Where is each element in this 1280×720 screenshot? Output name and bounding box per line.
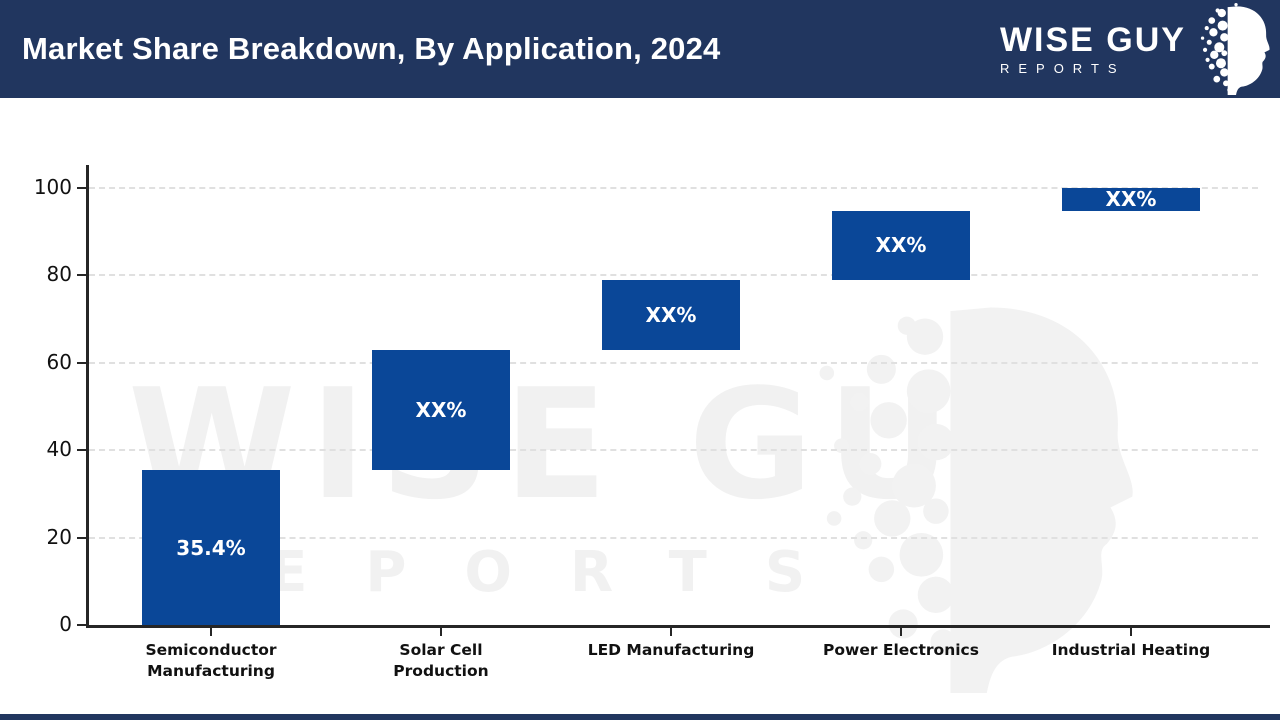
x-tick-mark [210, 627, 212, 636]
gridline-60 [89, 361, 1258, 364]
x-axis-line [86, 625, 1270, 628]
x-category-label: Semiconductor Manufacturing [96, 640, 326, 682]
y-tick-mark [77, 274, 87, 277]
brand-logo-text: WISE GUY REPORTS [1000, 23, 1186, 76]
y-tick-label: 40 [46, 437, 72, 462]
y-tick-label: 0 [59, 612, 72, 636]
x-category-label-line: Manufacturing [147, 662, 275, 680]
x-tick-mark [670, 627, 672, 636]
page-title: Market Share Breakdown, By Application, … [22, 31, 721, 66]
plot-area: WISE GUY REPORTS 0 20 40 60 80 100 35.4% XX% XX%… [0, 98, 1280, 714]
bar-value-label: XX% [415, 397, 467, 422]
x-category-label: Industrial Heating [1016, 640, 1246, 661]
bar-solar-cell-production: XX% [372, 349, 510, 471]
y-tick-mark [77, 449, 87, 452]
gridline-100 [89, 187, 1258, 189]
brand-logo: WISE GUY REPORTS [1000, 0, 1274, 98]
x-category-label-line: Power Electronics [823, 641, 979, 659]
x-category-label-line: Industrial Heating [1051, 641, 1211, 659]
bar-value-label: XX% [1105, 187, 1157, 212]
bar-industrial-heating: XX% [1062, 187, 1200, 212]
x-category-label-line: LED Manufacturing [587, 641, 755, 659]
y-tick-label: 100 [33, 175, 72, 199]
y-tick-mark [77, 536, 87, 539]
x-category-label-line: Semiconductor [145, 641, 277, 659]
logo-subtitle: REPORTS [999, 60, 1126, 76]
bar-value-label: XX% [875, 233, 927, 258]
footer-strip [0, 714, 1280, 720]
logo-head-icon [1200, 3, 1270, 95]
gridline-80 [89, 274, 1258, 277]
logo-wordmark: WISE GUY [999, 20, 1186, 59]
x-category-label-line: Production [393, 662, 489, 680]
y-tick-label: 80 [46, 262, 72, 287]
bar-value-label: XX% [645, 302, 697, 327]
y-axis-line [86, 165, 89, 627]
x-category-label-line: Solar Cell [399, 641, 483, 659]
x-tick-mark [900, 627, 902, 636]
x-category-label: Solar Cell Production [326, 640, 556, 682]
bar-led-manufacturing: XX% [602, 279, 740, 350]
y-tick-mark [77, 187, 87, 189]
gridline-20 [89, 536, 1258, 539]
bar-value-label: 35.4% [176, 535, 246, 560]
watermark-head-icon [819, 307, 1133, 693]
bar-semiconductor-manufacturing: 35.4% [142, 470, 280, 625]
x-category-label: Power Electronics [786, 640, 1016, 661]
y-tick-label: 20 [46, 524, 72, 549]
y-tick-label: 60 [46, 349, 72, 374]
bar-power-electronics: XX% [832, 210, 970, 280]
x-category-label: LED Manufacturing [556, 640, 786, 661]
header: Market Share Breakdown, By Application, … [0, 0, 1280, 98]
y-tick-mark [77, 624, 87, 626]
x-tick-mark [440, 627, 442, 636]
gridline-40 [89, 449, 1258, 452]
y-tick-mark [77, 361, 87, 364]
x-tick-mark [1130, 627, 1132, 636]
